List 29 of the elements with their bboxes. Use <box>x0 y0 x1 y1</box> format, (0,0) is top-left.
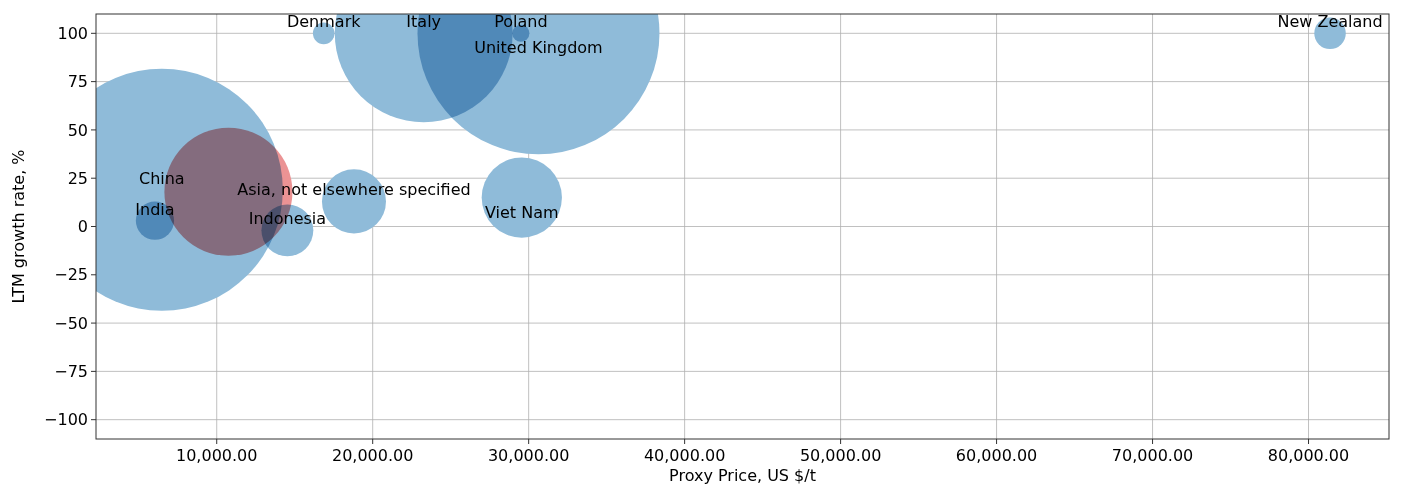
y-tick-label: 50 <box>67 120 88 140</box>
annotation: United Kingdom <box>474 38 603 58</box>
x-tick-label: 30,000.00 <box>487 446 570 465</box>
annotation: China <box>138 168 185 188</box>
y-tick-label: 0 <box>77 217 88 237</box>
annotation: Asia, not elsewhere specified <box>237 180 471 200</box>
annotation: Viet Nam <box>485 202 559 222</box>
x-tick-label: 60,000.00 <box>955 446 1038 465</box>
y-tick-label: −25 <box>54 265 88 285</box>
x-tick-label: 40,000.00 <box>643 446 726 465</box>
x-tick-label: 80,000.00 <box>1267 446 1350 465</box>
annotation: Italy <box>406 12 442 32</box>
y-tick-label: 75 <box>67 72 88 92</box>
x-tick-label: 50,000.00 <box>799 446 882 465</box>
y-tick-label: 25 <box>67 168 88 188</box>
annotation: Indonesia <box>248 209 327 229</box>
annotation: Poland <box>494 12 548 32</box>
x-tick-label: 10,000.00 <box>176 446 258 465</box>
y-tick-label: −100 <box>44 410 88 430</box>
annotation: New Zealand <box>1277 12 1383 32</box>
x-tick-label: 20,000.00 <box>331 446 414 465</box>
y-tick-label: 100 <box>57 23 88 43</box>
x-axis-title: Proxy Price, US $/t <box>669 466 816 485</box>
y-tick-label: −75 <box>54 361 88 381</box>
annotation: Denmark <box>286 12 362 32</box>
x-tick-label: 70,000.00 <box>1111 446 1194 465</box>
annotation: India <box>135 199 175 219</box>
y-axis-title: LTM growth rate, % <box>9 149 28 304</box>
y-tick-label: −50 <box>54 313 88 333</box>
